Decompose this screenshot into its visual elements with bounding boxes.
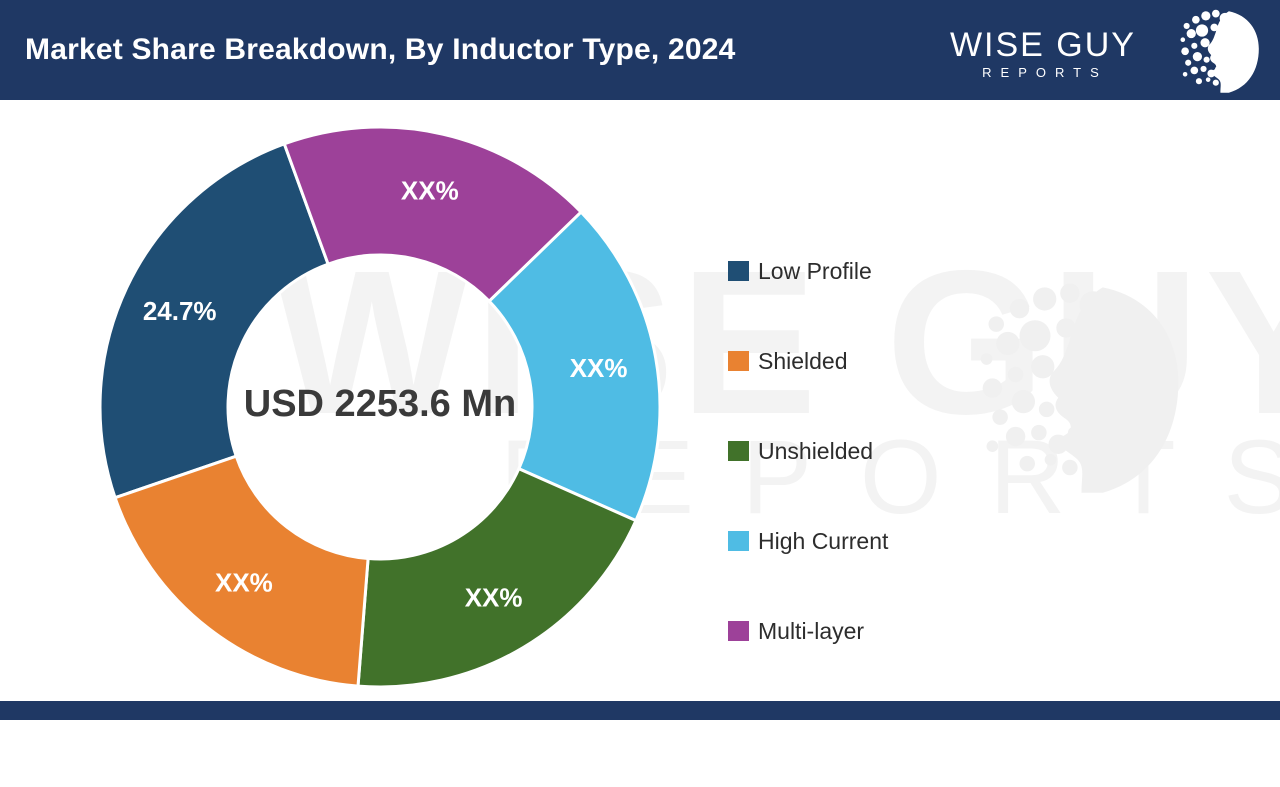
legend-item-unshielded: Unshielded: [728, 438, 888, 464]
slice-label-low-profile: 24.7%: [143, 296, 217, 326]
legend-swatch-icon: [728, 441, 749, 461]
wise-guy-reports-logo: WISE GUY REPORTS: [950, 6, 1266, 98]
legend-swatch-icon: [728, 531, 749, 551]
slice-label-shielded: XX%: [215, 567, 273, 597]
logo-face-icon: [1138, 9, 1266, 95]
legend-label: Multi-layer: [758, 618, 865, 644]
legend-label: Low Profile: [758, 258, 872, 284]
slice-label-unshielded: XX%: [465, 583, 523, 613]
donut-center-value: USD 2253.6 Mn: [243, 383, 517, 425]
legend-item-multi-layer: Multi-layer: [728, 618, 888, 644]
legend-swatch-icon: [728, 621, 749, 641]
legend-item-shielded: Shielded: [728, 348, 888, 374]
logo-subtitle: REPORTS: [982, 65, 1108, 80]
legend-label: High Current: [758, 528, 889, 554]
legend-label: Unshielded: [758, 438, 874, 464]
legend-label: Shielded: [758, 348, 848, 374]
logo-wordmark: WISE GUY: [949, 26, 1136, 64]
watermark-face-logo: [880, 210, 1190, 570]
slice-label-multi-layer: XX%: [401, 176, 459, 206]
legend-item-low-profile: Low Profile: [728, 258, 888, 284]
page-title: Market Share Breakdown, By Inductor Type…: [25, 33, 736, 66]
chart-legend: Low Profile Shielded Unshielded High Curren…: [728, 258, 889, 711]
header-bar: Market Share Breakdown, By Inductor Type…: [0, 0, 1280, 100]
footer-bar: [0, 701, 1280, 720]
legend-swatch-icon: [728, 261, 749, 281]
donut-segment-shielded: [113, 454, 370, 688]
legend-item-high-current: High Current: [728, 528, 889, 554]
legend-swatch-icon: [728, 351, 749, 371]
